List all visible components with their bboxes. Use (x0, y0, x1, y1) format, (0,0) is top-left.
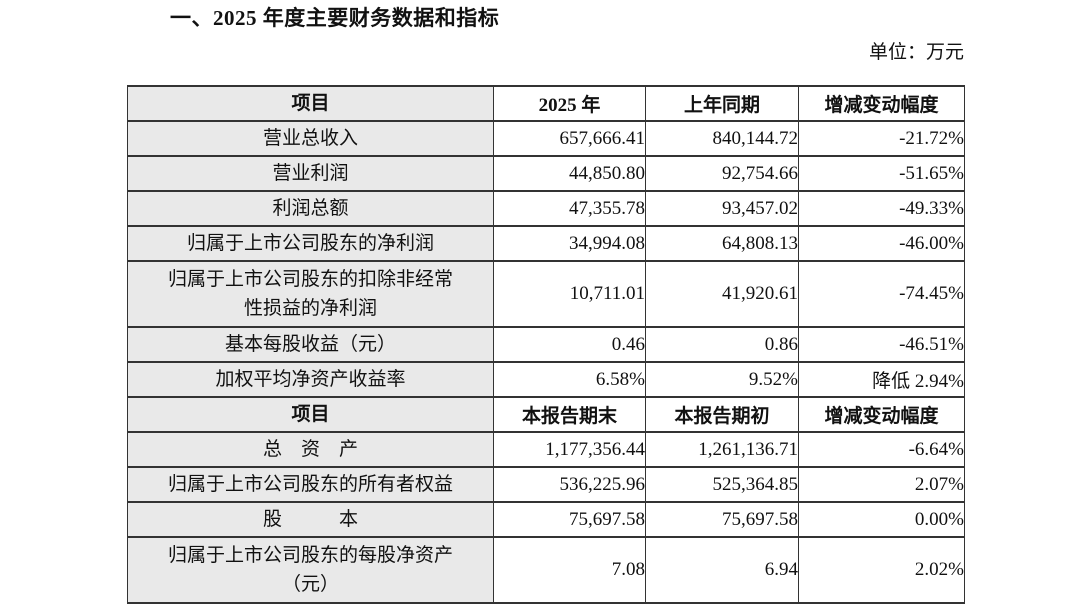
column-header: 本报告期末 (493, 396, 646, 433)
row-label: 加权平均净资产收益率 (127, 361, 494, 398)
cell-value: 75,697.58 (645, 501, 799, 538)
column-header: 本报告期初 (645, 396, 799, 433)
column-header: 增减变动幅度 (798, 396, 965, 433)
cell-value: 10,711.01 (493, 260, 646, 328)
page-title: 一、2025 年度主要财务数据和指标 (170, 6, 500, 30)
cell-value: -51.65% (798, 155, 965, 192)
table-row: 归属于上市公司股东的所有者权益 536,225.96 525,364.85 2.07% (127, 466, 965, 503)
cell-value: 1,261,136.71 (645, 431, 799, 468)
cell-value: 2.02% (798, 536, 965, 604)
table-header-row: 项目 本报告期末 本报告期初 增减变动幅度 (127, 396, 965, 433)
row-label: 利润总额 (127, 190, 494, 227)
cell-value: 34,994.08 (493, 225, 646, 262)
cell-value: 9.52% (645, 361, 799, 398)
table-row: 基本每股收益（元） 0.46 0.86 -46.51% (127, 326, 965, 363)
cell-value: -6.64% (798, 431, 965, 468)
table-header-row: 项目 2025 年上年同期 增减变动幅度 (127, 85, 965, 122)
column-header-item: 项目 (127, 85, 494, 122)
row-label: 归属于上市公司股东的所有者权益 (127, 466, 494, 503)
cell-value: 536,225.96 (493, 466, 646, 503)
cell-value: 93,457.02 (645, 190, 799, 227)
financial-table-body: 项目 2025 年上年同期 增减变动幅度 营业总收入 657,666.41 840,144… (127, 85, 965, 604)
cell-value: 0.46 (493, 326, 646, 363)
column-header: 增减变动幅度 (798, 85, 965, 122)
cell-value: -46.51% (798, 326, 965, 363)
cell-value: 47,355.78 (493, 190, 646, 227)
unit-label: 单位：万元 (868, 42, 964, 63)
cell-value: 75,697.58 (493, 501, 646, 538)
row-label: 归属于上市公司股东的扣除非经常 性损益的净利润 (127, 260, 494, 328)
row-label: 股 本 (127, 501, 494, 538)
cell-value: 0.86 (645, 326, 799, 363)
table-row: 归属于上市公司股东的扣除非经常 性损益的净利润 10,711.01 41,920.6… (127, 260, 965, 328)
cell-value: -21.72% (798, 120, 965, 157)
table-row: 股 本 75,697.58 75,697.58 0.00% (127, 501, 965, 538)
row-label: 营业总收入 (127, 120, 494, 157)
row-label: 归属于上市公司股东的净利润 (127, 225, 494, 262)
column-header: 上年同期 (645, 85, 799, 122)
cell-value: 525,364.85 (645, 466, 799, 503)
table-row: 归属于上市公司股东的每股净资产 （元） 7.08 6.94 2.02% (127, 536, 965, 604)
financial-table: 项目 2025 年上年同期 增减变动幅度 营业总收入 657,666.41 840,144… (127, 85, 965, 604)
cell-value: 降低 2.94% (798, 361, 965, 398)
cell-value: 41,920.61 (645, 260, 799, 328)
table-row: 营业利润 44,850.80 92,754.66 -51.65% (127, 155, 965, 192)
table-row: 营业总收入 657,666.41 840,144.72 -21.72% (127, 120, 965, 157)
column-header: 2025 年 (493, 85, 646, 122)
row-label: 归属于上市公司股东的每股净资产 （元） (127, 536, 494, 604)
cell-value: 1,177,356.44 (493, 431, 646, 468)
table-row: 加权平均净资产收益率 6.58% 9.52% 降低 2.94% (127, 361, 965, 398)
cell-value: 2.07% (798, 466, 965, 503)
cell-value: -49.33% (798, 190, 965, 227)
cell-value: 0.00% (798, 501, 965, 538)
cell-value: -46.00% (798, 225, 965, 262)
cell-value: 64,808.13 (645, 225, 799, 262)
cell-value: 6.58% (493, 361, 646, 398)
cell-value: 44,850.80 (493, 155, 646, 192)
row-label: 基本每股收益（元） (127, 326, 494, 363)
cell-value: 7.08 (493, 536, 646, 604)
cell-value: -74.45% (798, 260, 965, 328)
column-header-item: 项目 (127, 396, 494, 433)
table-row: 利润总额 47,355.78 93,457.02 -49.33% (127, 190, 965, 227)
cell-value: 840,144.72 (645, 120, 799, 157)
row-label: 总 资 产 (127, 431, 494, 468)
table-row: 归属于上市公司股东的净利润 34,994.08 64,808.13 -46.00% (127, 225, 965, 262)
row-label: 营业利润 (127, 155, 494, 192)
table-row: 总 资 产 1,177,356.44 1,261,136.71 -6.64% (127, 431, 965, 468)
cell-value: 657,666.41 (493, 120, 646, 157)
cell-value: 92,754.66 (645, 155, 799, 192)
cell-value: 6.94 (645, 536, 799, 604)
